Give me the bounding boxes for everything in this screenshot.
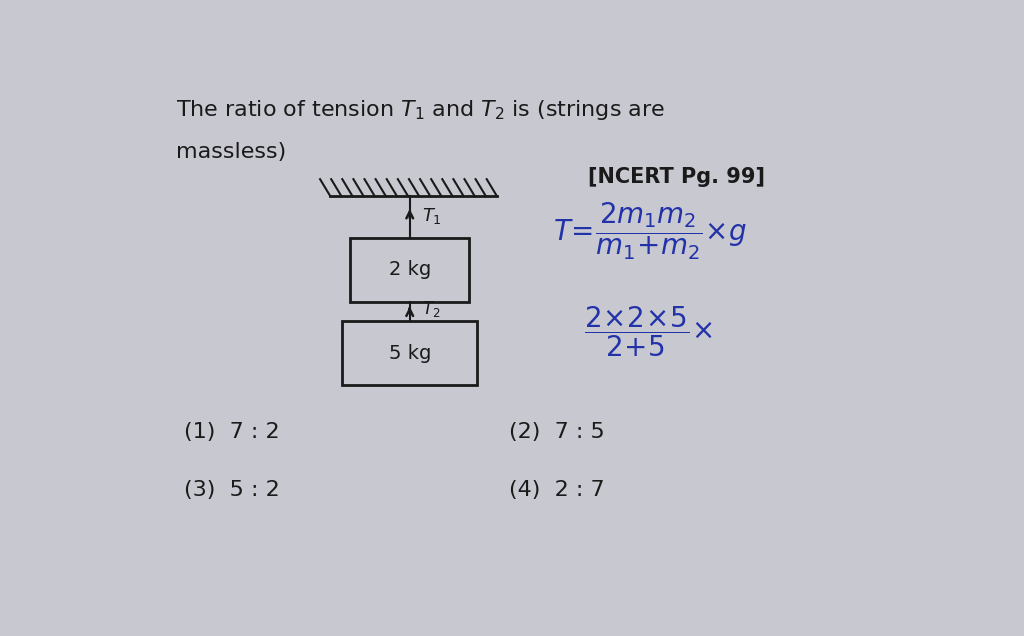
- Text: (3)  5 : 2: (3) 5 : 2: [183, 480, 280, 501]
- Text: [NCERT Pg. 99]: [NCERT Pg. 99]: [588, 167, 765, 187]
- Text: $T\!=\!\dfrac{2m_1m_2}{m_1\!+\!m_2}\!\times\! g$: $T\!=\!\dfrac{2m_1m_2}{m_1\!+\!m_2}\!\ti…: [553, 201, 748, 263]
- Text: massless): massless): [176, 142, 286, 162]
- Text: $\dfrac{2\!\times\!2\!\times\!5}{2\!+\!5}\!\times$: $\dfrac{2\!\times\!2\!\times\!5}{2\!+\!5…: [585, 304, 714, 359]
- Text: (1)  7 : 2: (1) 7 : 2: [183, 422, 280, 441]
- Bar: [350, 238, 469, 301]
- Text: (4)  2 : 7: (4) 2 : 7: [509, 480, 604, 501]
- Text: The ratio of tension $T_1$ and $T_2$ is (strings are: The ratio of tension $T_1$ and $T_2$ is …: [176, 99, 665, 122]
- Text: $T_1$: $T_1$: [422, 206, 441, 226]
- Text: (2)  7 : 5: (2) 7 : 5: [509, 422, 605, 441]
- Text: $T_2$: $T_2$: [422, 299, 440, 319]
- Text: 2 kg: 2 kg: [388, 260, 431, 279]
- Bar: [342, 321, 477, 385]
- Text: 5 kg: 5 kg: [388, 343, 431, 363]
